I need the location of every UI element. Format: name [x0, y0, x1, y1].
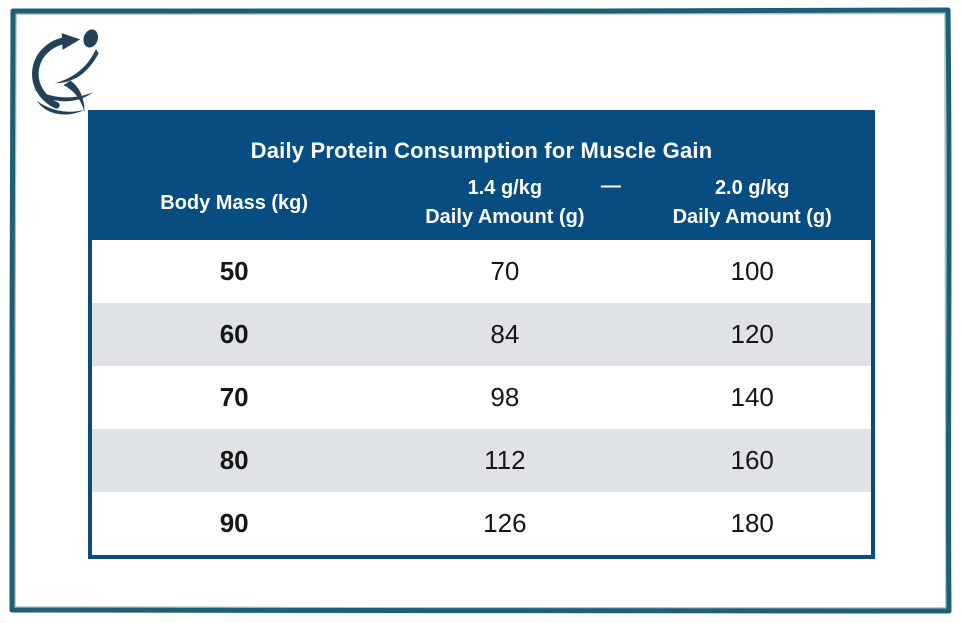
cell-amount-1-4: 126 [483, 508, 527, 538]
active-figure-logo-icon [30, 26, 118, 116]
protein-consumption-table: Daily Protein Consumption for Muscle Gai… [88, 110, 875, 559]
cell-amount-2-0: 100 [730, 256, 774, 286]
table-row: 90 126 180 [92, 492, 871, 555]
cell-amount-2-0: 120 [730, 319, 774, 349]
table-column-headers: Body Mass (kg) 1.4 g/kg Daily Amount (g)… [92, 166, 871, 240]
column-header-body-mass: Body Mass (kg) [160, 191, 309, 214]
cell-body-mass: 90 [219, 508, 249, 538]
table-title: Daily Protein Consumption for Muscle Gai… [250, 138, 713, 163]
table-row: 50 70 100 [92, 240, 871, 303]
cell-amount-2-0: 140 [730, 382, 774, 412]
cell-amount-1-4: 70 [490, 256, 520, 286]
cell-body-mass: 80 [219, 445, 249, 475]
column-header-amount-2-0: 2.0 g/kg Daily Amount (g) [633, 166, 871, 240]
cell-amount-2-0: 160 [730, 445, 774, 475]
table-row: 60 84 120 [92, 303, 871, 366]
cell-amount-1-4: 112 [484, 445, 526, 475]
column-header-amount-2-0-line1: 2.0 g/kg [714, 177, 790, 199]
cell-amount-1-4: 98 [490, 382, 520, 412]
table-body: 50 70 100 60 84 120 70 98 140 80 112 160… [92, 240, 871, 555]
header-separator-dash: — [600, 175, 621, 197]
column-header-amount-1-4: 1.4 g/kg Daily Amount (g) [376, 166, 633, 240]
column-header-amount-1-4-line2: Daily Amount (g) [425, 206, 585, 228]
table-row: 70 98 140 [92, 366, 871, 429]
cell-amount-1-4: 84 [490, 319, 520, 349]
column-header-amount-2-0-line2: Daily Amount (g) [672, 206, 832, 228]
cell-body-mass: 60 [219, 319, 249, 349]
table-header: Daily Protein Consumption for Muscle Gai… [92, 114, 871, 240]
cell-amount-2-0: 180 [730, 508, 774, 538]
cell-body-mass: 50 [219, 256, 249, 286]
cell-body-mass: 70 [219, 382, 249, 412]
column-header-amount-1-4-line1: 1.4 g/kg [467, 177, 543, 199]
table-row: 80 112 160 [92, 429, 871, 492]
